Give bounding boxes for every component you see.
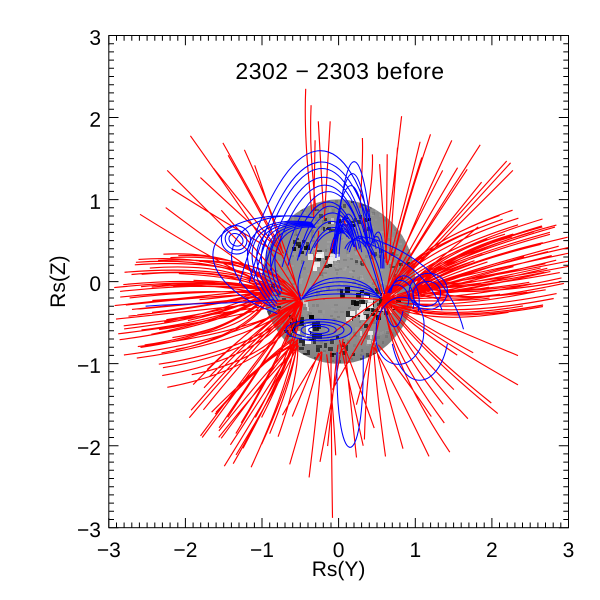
svg-text:2: 2	[89, 109, 101, 132]
svg-text:3: 3	[563, 539, 575, 562]
svg-text:2: 2	[486, 539, 498, 562]
svg-text:−3: −3	[77, 519, 101, 542]
svg-text:0: 0	[333, 539, 345, 562]
svg-text:−2: −2	[77, 437, 101, 460]
svg-text:1: 1	[409, 539, 421, 562]
svg-text:−2: −2	[173, 539, 197, 562]
svg-text:0: 0	[89, 273, 101, 296]
svg-text:−1: −1	[77, 355, 101, 378]
svg-text:2302 − 2303 before: 2302 − 2303 before	[235, 58, 444, 84]
svg-text:Rs(Z): Rs(Z)	[47, 255, 70, 307]
svg-text:1: 1	[89, 191, 101, 214]
svg-text:Rs(Y): Rs(Y)	[312, 558, 366, 581]
svg-text:−3: −3	[97, 539, 121, 562]
svg-text:3: 3	[89, 27, 101, 50]
svg-text:−1: −1	[250, 539, 274, 562]
